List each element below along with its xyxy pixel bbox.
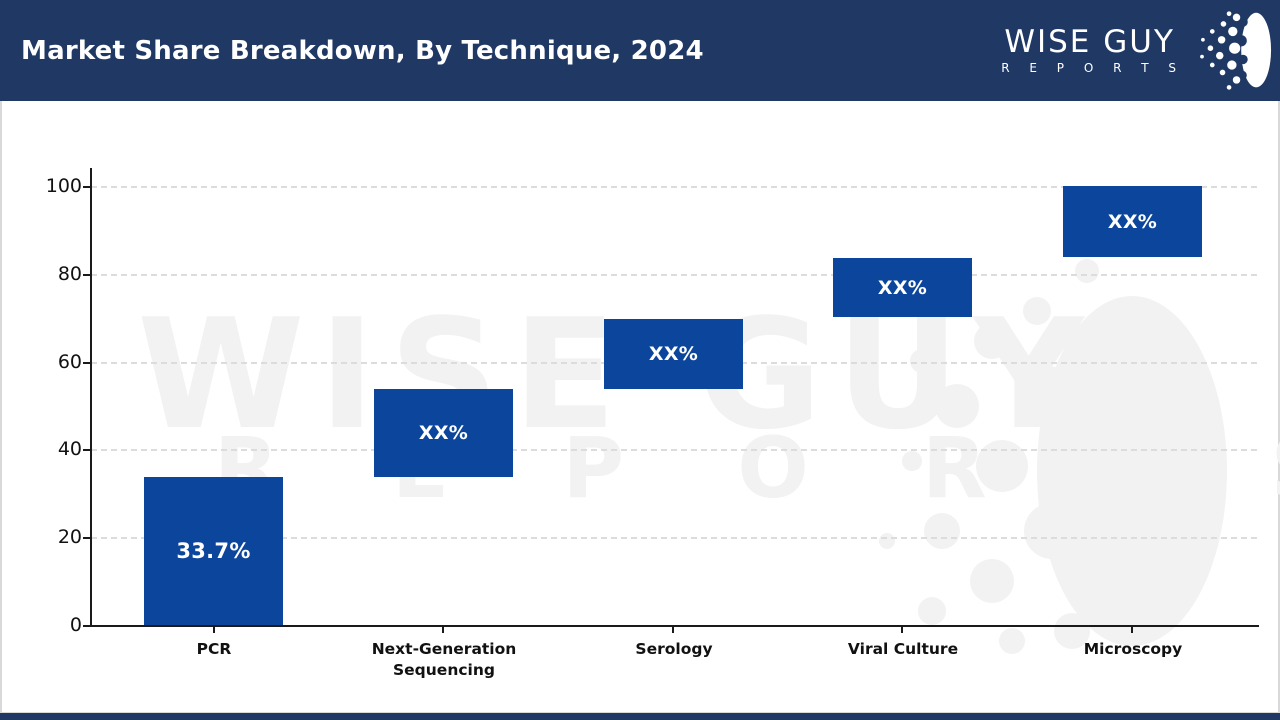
gridline-20	[91, 537, 1257, 539]
gridline-40	[91, 449, 1257, 451]
x-label-ngs: Next-Generation Sequencing	[371, 640, 517, 679]
x-label-viral-culture: Viral Culture	[847, 640, 959, 658]
x-tick	[213, 627, 215, 633]
bar-value-label: XX%	[1107, 210, 1158, 233]
logo-text: WISE GUY R E P O R T S	[995, 23, 1184, 75]
x-tick	[901, 627, 903, 633]
y-tick	[83, 625, 91, 627]
x-label-pcr: PCR	[196, 640, 232, 658]
y-axis-line	[90, 168, 92, 627]
y-tick	[83, 362, 91, 364]
bar-microscopy: XX%	[1063, 186, 1202, 257]
header: Market Share Breakdown, By Technique, 20…	[0, 0, 1280, 101]
y-tick-label: 40	[57, 438, 82, 460]
bar-value-label: 33.7%	[176, 539, 251, 563]
y-tick	[83, 274, 91, 276]
footer-brand-bar	[0, 712, 1280, 720]
page-title: Market Share Breakdown, By Technique, 20…	[21, 35, 704, 66]
y-tick	[83, 537, 91, 539]
x-tick	[1131, 627, 1133, 633]
watermark-dotted-head-icon	[875, 259, 1227, 654]
y-tick-label: 80	[57, 263, 82, 285]
y-tick	[83, 186, 91, 188]
x-label-serology: Serology	[635, 640, 713, 658]
y-tick-label: 20	[57, 526, 82, 548]
x-tick	[672, 627, 674, 633]
plot: 100 80 60 40 20 0 33.7% XX% XX% XX% XX%	[2, 101, 1280, 712]
logo-wordmark: WISE GUY	[1004, 23, 1175, 60]
y-tick-label: 0	[69, 614, 82, 636]
wiseguy-logo: WISE GUY R E P O R T S	[995, 0, 1272, 101]
bar-value-label: XX%	[877, 276, 928, 299]
bar-pcr: 33.7%	[144, 477, 283, 625]
chart-area: WISE GUY R E P O R T S	[0, 101, 1280, 712]
dotted-head-logo-icon	[1200, 10, 1272, 90]
bar-viral-culture: XX%	[833, 258, 972, 317]
y-tick-label: 100	[45, 175, 82, 197]
bar-serology: XX%	[604, 319, 743, 389]
bar-value-label: XX%	[418, 422, 469, 444]
bar-value-label: XX%	[648, 343, 699, 365]
x-tick	[442, 627, 444, 633]
gridline-100	[91, 186, 1257, 188]
y-tick-label: 60	[57, 351, 82, 373]
bar-next-generation-sequencing: XX%	[374, 389, 513, 477]
y-tick	[83, 449, 91, 451]
x-axis-line	[89, 625, 1259, 627]
logo-subtitle: R E P O R T S	[1001, 60, 1184, 75]
gridline-80	[91, 274, 1257, 276]
x-label-microscopy: Microscopy	[1083, 640, 1183, 658]
